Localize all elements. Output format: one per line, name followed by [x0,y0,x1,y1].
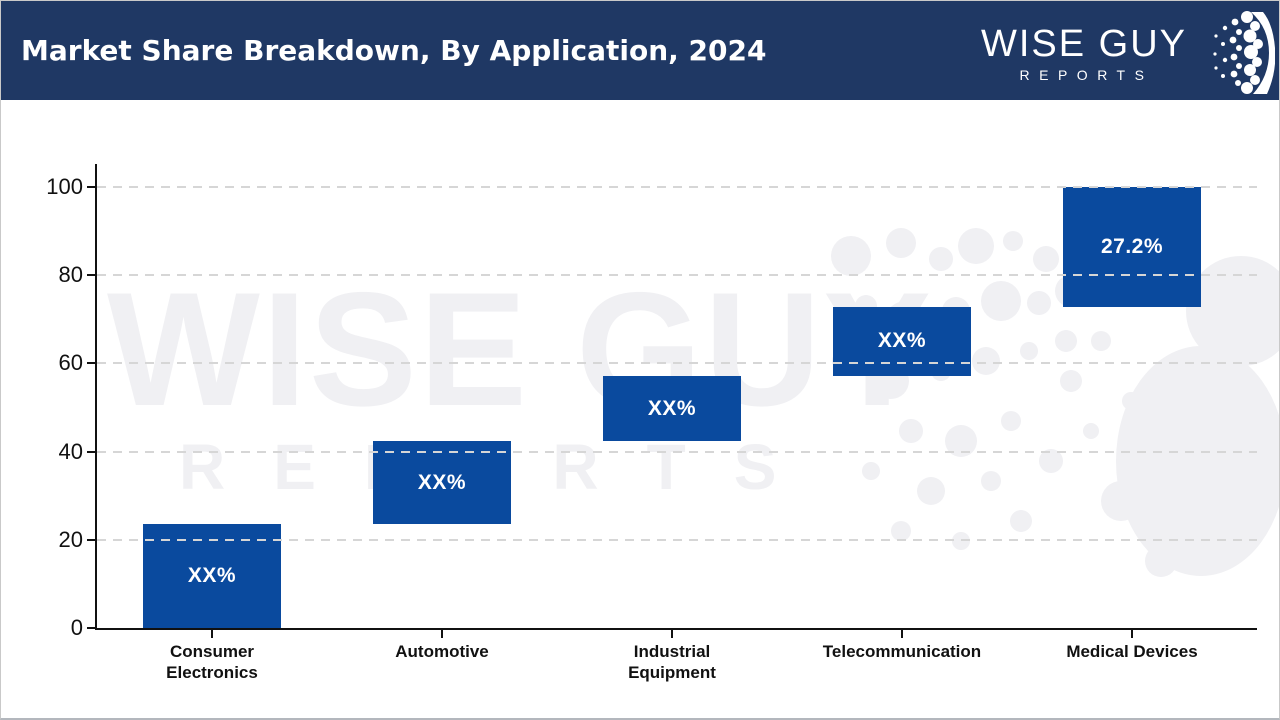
y-tick-label-0: 0 [70,615,83,640]
y-tick-label-80: 80 [58,262,83,288]
bar-value-label: XX% [417,470,467,494]
y-tick-label-100: 100 [46,174,83,199]
bar-industrial-equipment: XX% [603,375,741,442]
category-label-industrial-equipment: Industrial Equipment [628,642,716,682]
category-label-automotive: Automotive [395,642,489,661]
y-axis [95,164,97,630]
gridline-60 [97,362,1257,365]
watermark-face-dots [831,228,1279,577]
y-tick-40 [87,450,95,453]
header-bar: Market Share Breakdown, By Application, … [1,1,1279,100]
category-label-medical-devices: Medical Devices [1066,642,1198,661]
y-tick-20 [87,538,95,541]
logo-wordmark: WISE GUY [980,22,1187,65]
x-tick-automotive [441,630,443,638]
bar-value-label: XX% [877,329,927,353]
bar-value-label: XX% [187,564,237,588]
page-title: Market Share Breakdown, By Application, … [21,34,767,67]
bar-telecommunication: XX% [833,306,971,376]
y-tick-label-40: 40 [58,438,83,464]
logo-face-icon [1213,11,1275,94]
watermark-wordmark: WISE GUY [107,259,934,440]
x-tick-medical-devices [1131,630,1133,638]
gridline-40 [97,450,1257,453]
bar-value-label: XX% [647,396,697,420]
gridline-100 [97,186,1257,188]
y-tick-100 [87,186,95,188]
gridline-80 [97,274,1257,277]
y-tick-80 [87,274,95,277]
wiseguy-logo: WISE GUY REPORTS [981,10,1275,96]
bar-medical-devices: 27.2% [1063,187,1201,307]
y-tick-0 [87,627,95,629]
y-tick-label-60: 60 [58,350,83,376]
y-tick-60 [87,362,95,365]
x-tick-industrial-equipment [671,630,673,638]
x-tick-consumer-electronics [211,630,213,638]
bar-value-label: 27.2% [1100,234,1164,258]
x-tick-telecommunication [901,630,903,638]
logo-subtitle: REPORTS [1019,66,1154,83]
gridline-20 [97,538,1257,541]
y-tick-label-20: 20 [58,526,83,552]
category-label-telecommunication: Telecommunication [822,642,982,661]
bar-consumer-electronics: XX% [143,524,281,628]
x-axis [95,628,1257,630]
bar-automotive: XX% [373,441,511,525]
category-label-consumer-electronics: Consumer Electronics [166,642,258,682]
